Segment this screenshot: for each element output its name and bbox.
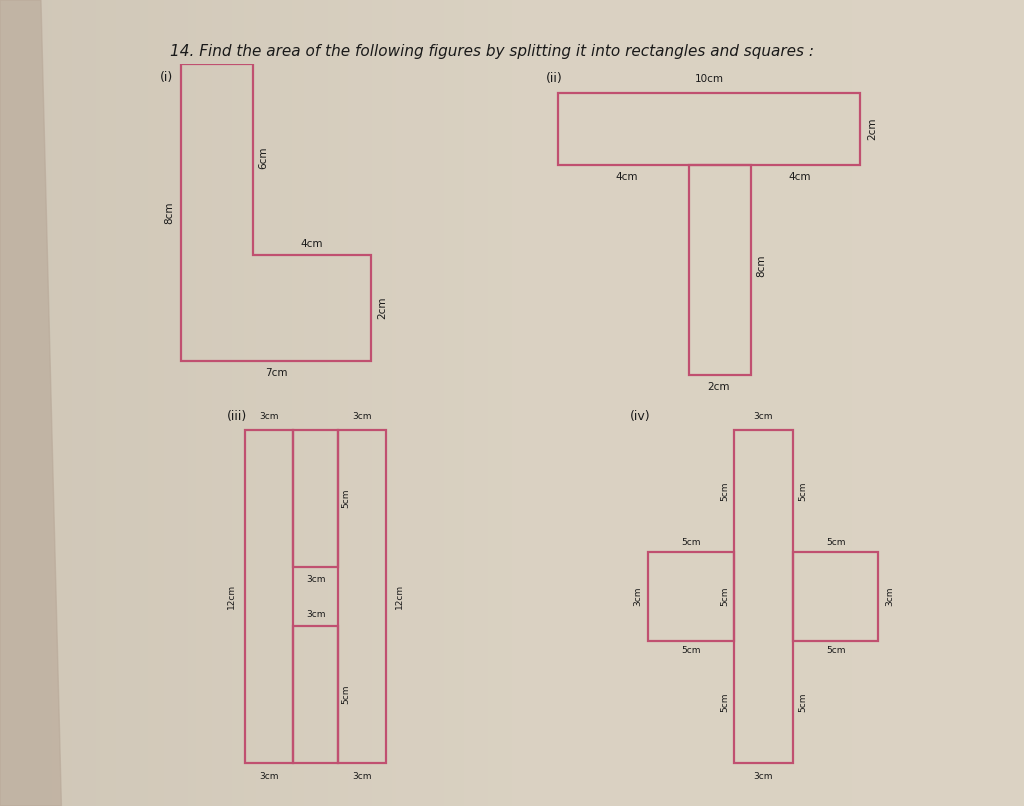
Text: 5cm: 5cm xyxy=(341,488,350,508)
Text: 5cm: 5cm xyxy=(720,587,729,606)
Text: 5cm: 5cm xyxy=(798,692,807,712)
Text: 4cm: 4cm xyxy=(301,239,324,249)
Text: 5cm: 5cm xyxy=(720,481,729,501)
Text: 8cm: 8cm xyxy=(757,255,766,277)
Text: 3cm: 3cm xyxy=(306,575,326,584)
Text: 3cm: 3cm xyxy=(754,772,773,781)
Text: 8cm: 8cm xyxy=(164,202,174,224)
Text: 3cm: 3cm xyxy=(352,772,372,781)
Text: 3cm: 3cm xyxy=(259,412,280,421)
Text: 7cm: 7cm xyxy=(265,368,288,378)
Text: 4cm: 4cm xyxy=(615,172,638,182)
Text: 3cm: 3cm xyxy=(259,772,280,781)
Text: 5cm: 5cm xyxy=(798,481,807,501)
Text: 5cm: 5cm xyxy=(826,538,846,547)
Text: (iii): (iii) xyxy=(226,410,247,423)
Text: 3cm: 3cm xyxy=(754,412,773,421)
Text: 5cm: 5cm xyxy=(826,646,846,654)
Text: 3cm: 3cm xyxy=(633,587,642,606)
Text: 2cm: 2cm xyxy=(708,382,730,392)
Text: 12cm: 12cm xyxy=(226,584,236,609)
Text: 3cm: 3cm xyxy=(306,610,326,620)
Text: 4cm: 4cm xyxy=(788,172,811,182)
Text: 5cm: 5cm xyxy=(720,692,729,712)
Text: 5cm: 5cm xyxy=(341,685,350,704)
Text: 14. Find the area of the following figures by splitting it into rectangles and s: 14. Find the area of the following figur… xyxy=(170,44,813,60)
Text: (i): (i) xyxy=(160,71,173,84)
Text: 3cm: 3cm xyxy=(352,412,372,421)
Text: 10cm: 10cm xyxy=(694,73,723,84)
Text: 2cm: 2cm xyxy=(867,118,878,140)
Text: 12cm: 12cm xyxy=(394,584,403,609)
Text: 5cm: 5cm xyxy=(681,538,700,547)
Text: (iv): (iv) xyxy=(630,410,650,423)
Text: 3cm: 3cm xyxy=(885,587,894,606)
Text: 5cm: 5cm xyxy=(681,646,700,654)
Text: 2cm: 2cm xyxy=(377,297,387,319)
Text: (ii): (ii) xyxy=(546,72,562,85)
Text: 6cm: 6cm xyxy=(258,147,268,168)
